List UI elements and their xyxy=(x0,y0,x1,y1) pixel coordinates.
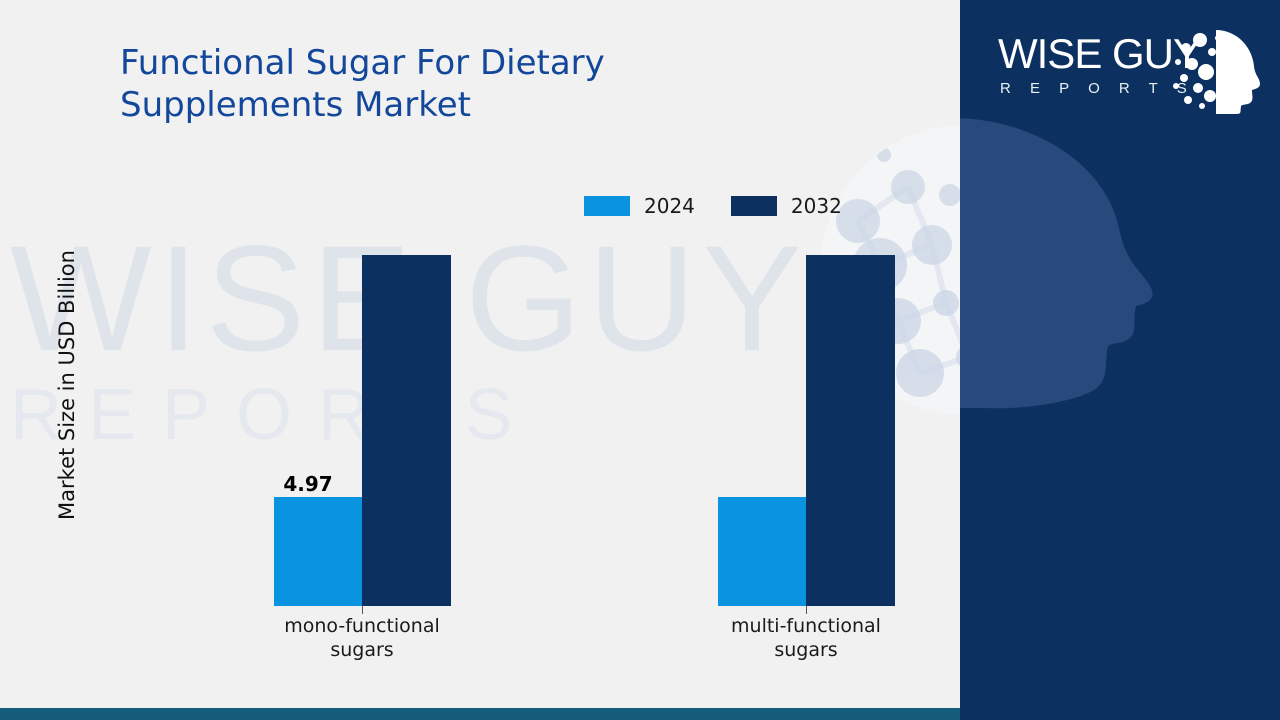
x-axis-label-multi-functional-sugars: multi-functional sugars xyxy=(686,614,926,662)
x-axis-label-mono-functional-sugars: mono-functional sugars xyxy=(242,614,482,662)
value-label-2024-mono-functional-sugars: 4.97 xyxy=(283,472,333,496)
legend-label-2032: 2032 xyxy=(790,194,842,218)
wiseguy-logo: WISE GUY R E P O R T S xyxy=(978,28,1264,114)
plot-area: 4.97 mono-functional sugars multi-functi… xyxy=(242,255,926,662)
cat0-line2: sugars xyxy=(330,639,394,661)
bar-2024-multi-functional-sugars[interactable] xyxy=(718,497,806,606)
legend-item-2032[interactable]: 2032 xyxy=(730,194,842,218)
legend-label-2024: 2024 xyxy=(644,194,695,218)
cat1-line2: sugars xyxy=(774,639,838,661)
logo-wordmark: WISE GUY xyxy=(998,30,1201,77)
cat1-line1: multi-functional xyxy=(731,615,881,637)
logo-head-icon xyxy=(1173,30,1260,114)
page-title: Functional Sugar For Dietary Supplements… xyxy=(120,43,605,125)
legend-item-2024[interactable]: 2024 xyxy=(584,194,695,218)
x-tick-mono-functional-sugars xyxy=(362,606,363,614)
bar-2032-mono-functional-sugars[interactable] xyxy=(362,255,451,606)
chart-legend: 2024 2032 xyxy=(584,194,842,218)
cat0-line1: mono-functional xyxy=(284,615,440,637)
bar-2032-multi-functional-sugars[interactable] xyxy=(806,255,895,606)
legend-swatch-2024 xyxy=(584,196,630,216)
logo-subtitle: R E P O R T S xyxy=(1000,80,1195,97)
legend-swatch-2032 xyxy=(730,196,777,216)
head-silhouette-icon xyxy=(960,118,1153,409)
footer-accent-bar xyxy=(0,708,960,720)
x-tick-multi-functional-sugars xyxy=(806,606,807,614)
bar-2024-mono-functional-sugars[interactable] xyxy=(274,497,362,606)
brand-panel: WISE GUY R E P O R T S xyxy=(960,0,1280,720)
